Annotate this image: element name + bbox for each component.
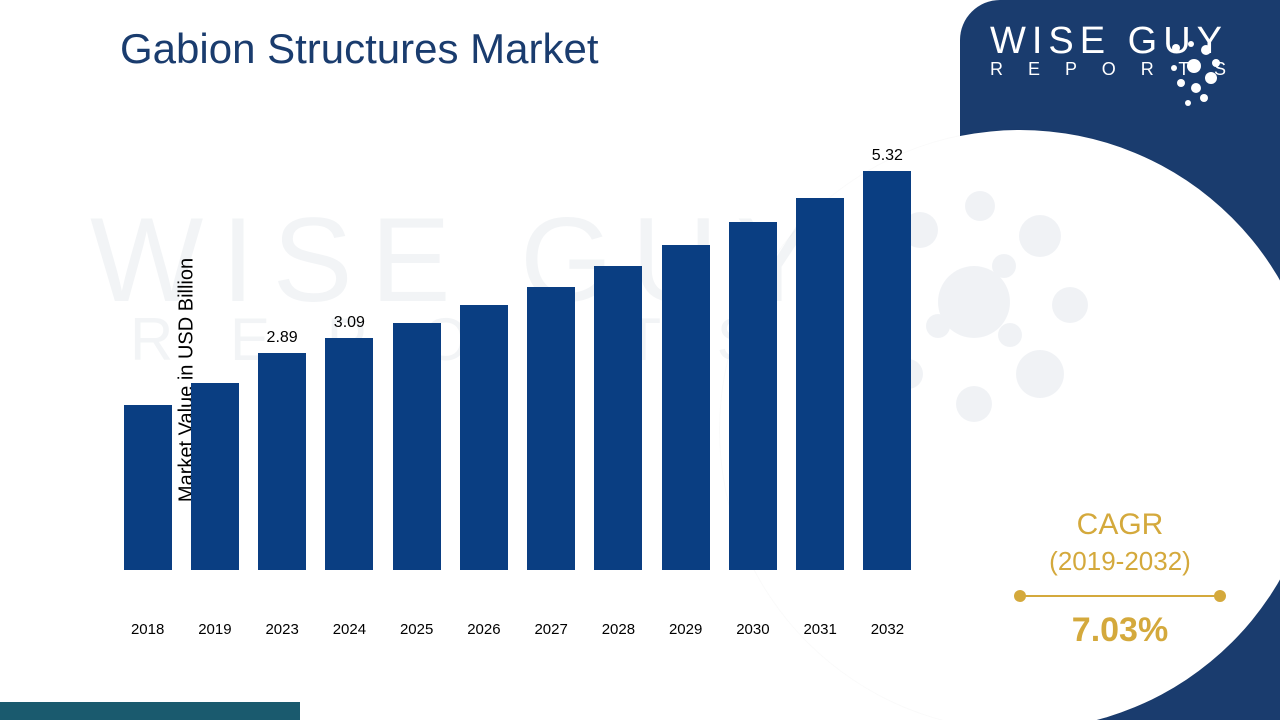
x-tick-label: 2024 xyxy=(316,621,383,638)
x-tick-label: 2032 xyxy=(854,621,921,638)
cagr-period: (2019-2032) xyxy=(1010,546,1230,577)
bar-column xyxy=(585,242,652,570)
bar xyxy=(460,305,508,570)
bars-container: 2.89 3.09 5.32 xyxy=(110,150,925,570)
bar xyxy=(662,245,710,570)
bar-column xyxy=(518,263,585,571)
bar-value-label: 2.89 xyxy=(267,329,298,349)
x-tick-label: 2030 xyxy=(719,621,786,638)
page-root: WISE GUY R E P O R T S WISE GUY R E P O … xyxy=(0,0,1280,720)
bar-column xyxy=(181,359,248,571)
bar xyxy=(594,266,642,570)
bar-column xyxy=(787,174,854,570)
bar-column: 2.89 xyxy=(249,329,316,570)
x-tick-label: 2028 xyxy=(585,621,652,638)
bar-value-label: 5.32 xyxy=(872,147,903,167)
cagr-divider xyxy=(1020,595,1220,597)
bar xyxy=(729,222,777,570)
bar-column: 3.09 xyxy=(316,314,383,570)
x-tick-label: 2025 xyxy=(383,621,450,638)
bar xyxy=(258,353,306,570)
bar-column xyxy=(450,281,517,570)
bar-column xyxy=(383,299,450,571)
x-tick-label: 2019 xyxy=(181,621,248,638)
chart-plot: 2.89 3.09 5.32 xyxy=(110,150,925,570)
x-tick-label: 2031 xyxy=(787,621,854,638)
bottom-accent-bar xyxy=(0,702,300,720)
bar xyxy=(393,323,441,571)
bar-value-label: 3.09 xyxy=(334,314,365,334)
x-tick-label: 2018 xyxy=(114,621,181,638)
bar xyxy=(796,198,844,570)
bar-column: 5.32 xyxy=(854,147,921,570)
bar xyxy=(527,287,575,571)
cagr-block: CAGR (2019-2032) 7.03% xyxy=(1010,508,1230,650)
brand-logo: WISE GUY R E P O R T S xyxy=(990,20,1250,80)
cagr-value: 7.03% xyxy=(1010,611,1230,650)
chart-title: Gabion Structures Market xyxy=(120,25,599,73)
x-tick-label: 2023 xyxy=(249,621,316,638)
x-tick-label: 2029 xyxy=(652,621,719,638)
cagr-label: CAGR xyxy=(1010,508,1230,542)
bar xyxy=(191,383,239,571)
bar-column xyxy=(719,198,786,570)
bar-column xyxy=(114,381,181,570)
x-tick-label: 2027 xyxy=(518,621,585,638)
bar-column xyxy=(652,221,719,570)
bar xyxy=(325,338,373,570)
x-tick-label: 2026 xyxy=(450,621,517,638)
x-axis-labels: 2018201920232024202520262027202820292030… xyxy=(110,621,925,638)
bar xyxy=(124,405,172,570)
bar xyxy=(863,171,911,570)
chart-region: Market Value in USD Billion 2.893.095.32… xyxy=(55,150,925,610)
brand-head-icon xyxy=(1166,38,1226,118)
